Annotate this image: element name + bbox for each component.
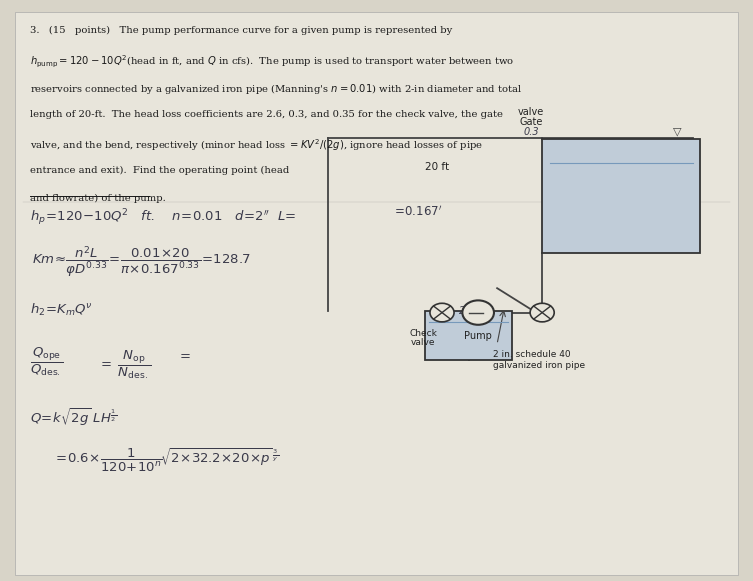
Circle shape (430, 303, 454, 322)
Text: galvanized iron pipe: galvanized iron pipe (493, 361, 585, 370)
Text: $h_{\mathrm{pump}}=120-10Q^{2}$(head in ft, and $Q$ in cfs).  The pump is used t: $h_{\mathrm{pump}}=120-10Q^{2}$(head in … (30, 54, 514, 70)
Text: $=\!0.6\!\times\!\dfrac{1}{120\!+\!10^n}\!\sqrt{2\!\times\!32.2\!\times\!20\!\ti: $=\!0.6\!\times\!\dfrac{1}{120\!+\!10^n}… (53, 447, 279, 474)
Text: valve: valve (518, 107, 544, 117)
Circle shape (462, 300, 494, 325)
Text: Check: Check (409, 329, 437, 338)
Text: ▽: ▽ (465, 314, 472, 324)
Circle shape (530, 303, 554, 322)
Text: Gate: Gate (519, 117, 543, 127)
Text: $Q\!=\!k\sqrt{2g}\;LH^{\frac{1}{2}}$: $Q\!=\!k\sqrt{2g}\;LH^{\frac{1}{2}}$ (30, 406, 117, 428)
Text: $=\!0.167'$: $=\!0.167'$ (392, 205, 442, 219)
Text: Pump: Pump (464, 331, 492, 341)
Text: $h_p\!=\!120\!-\!10Q^2$   ft.    $n\!=\!0.01$   $d\!=\!2''$  $L\!=\!\,\,$: $h_p\!=\!120\!-\!10Q^2$ ft. $n\!=\!0.01$… (30, 207, 297, 228)
Text: valve, and the bend, respectively (minor head loss $=KV^{2}/(2g)$, ignore head l: valve, and the bend, respectively (minor… (30, 138, 483, 153)
Text: $=$: $=$ (177, 349, 191, 361)
Text: $\,Km\!\approx\!\dfrac{n^2L}{\varphi D^{0.33}}\!=\!\dfrac{0.01\!\times\!20}{\pi\: $\,Km\!\approx\!\dfrac{n^2L}{\varphi D^{… (30, 245, 251, 279)
Text: $= \;\dfrac{N_{\mathrm{op}}}{N_{\mathrm{des.}}}$: $= \;\dfrac{N_{\mathrm{op}}}{N_{\mathrm{… (98, 349, 151, 381)
Text: entrance and exit).  Find the operating point (head: entrance and exit). Find the operating p… (30, 166, 289, 175)
Text: $h_2\!=\!K_m Q^{\nu}$: $h_2\!=\!K_m Q^{\nu}$ (30, 302, 93, 318)
Text: 0.3: 0.3 (523, 127, 538, 137)
Text: 2 in. schedule 40: 2 in. schedule 40 (493, 350, 571, 359)
Text: ▽: ▽ (673, 127, 682, 137)
Text: 2.6: 2.6 (459, 306, 474, 317)
Bar (425, 311, 512, 360)
Text: reservoirs connected by a galvanized iron pipe (Manning's $n=0.01$) with 2-in di: reservoirs connected by a galvanized iro… (30, 82, 523, 96)
Bar (542, 139, 700, 253)
Text: valve: valve (411, 338, 435, 347)
Text: 20 ft: 20 ft (425, 162, 450, 171)
Text: 3.   (15   points)   The pump performance curve for a given pump is represented : 3. (15 points) The pump performance curv… (30, 26, 453, 35)
Text: length of 20-ft.  The head loss coefficients are 2.6, 0.3, and 0.35 for the chec: length of 20-ft. The head loss coefficie… (30, 110, 503, 119)
Text: and flowrate) of the pump.: and flowrate) of the pump. (30, 193, 166, 203)
Text: $\dfrac{Q_{\mathrm{ope}}}{Q_{\mathrm{des.}}}$: $\dfrac{Q_{\mathrm{ope}}}{Q_{\mathrm{des… (30, 346, 64, 378)
